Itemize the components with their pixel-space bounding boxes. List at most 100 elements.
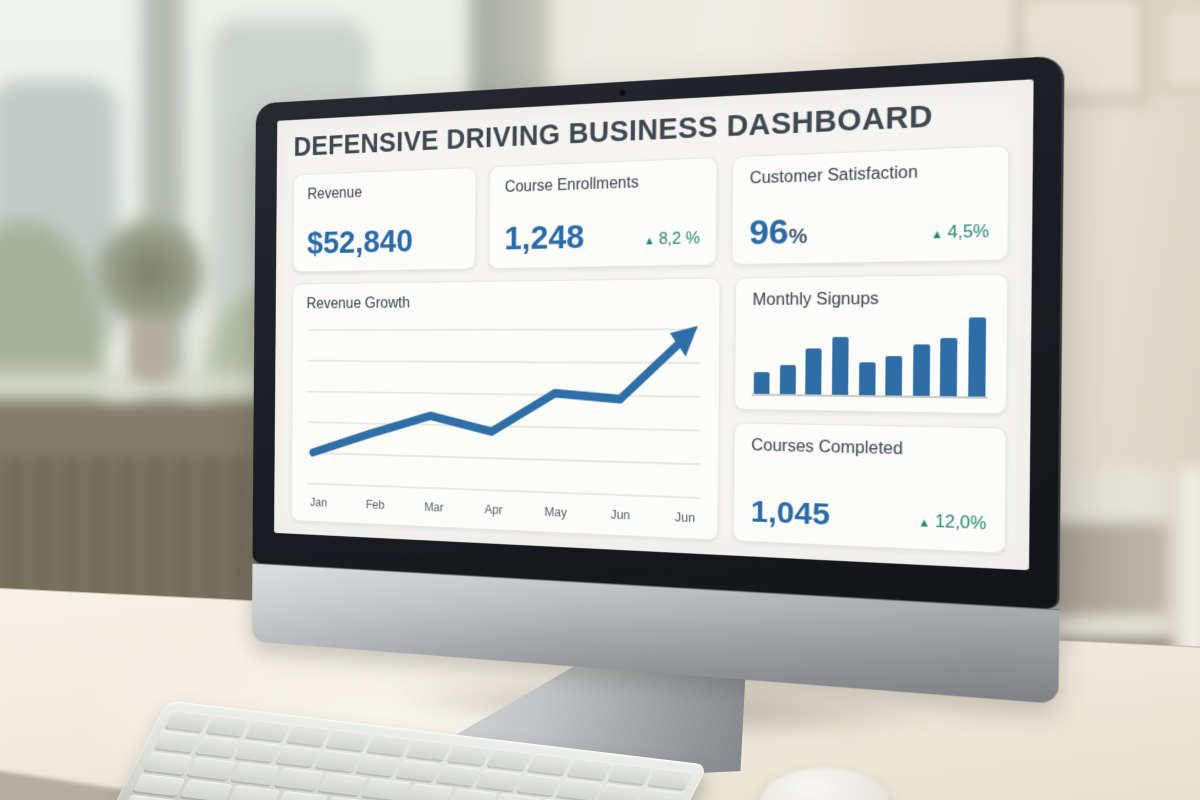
signup-bar: [885, 355, 903, 396]
keyboard-key: [318, 773, 367, 796]
delta-value: 4,5%: [947, 222, 990, 243]
keyboard-key: [228, 784, 281, 800]
keyboard-key: [436, 764, 482, 787]
shelf-recess: [1042, 523, 1168, 615]
month-label: Jun: [610, 507, 631, 523]
stats-row: Revenue $52,840 Course Enrollments 1,248…: [292, 144, 1010, 273]
month-label: Jun: [674, 510, 696, 526]
keyboard-key: [556, 779, 602, 800]
stat-label: Customer Satisfaction: [749, 163, 919, 188]
dashboard-screen: DEFENSIVE DRIVING BUSINESS DASHBOARD Rev…: [274, 79, 1034, 570]
month-label: Apr: [484, 502, 503, 517]
keyboard-key: [637, 788, 683, 800]
signup-bar: [858, 362, 876, 396]
revenue-growth-line-chart: [305, 317, 703, 509]
stat-card-revenue: Revenue $52,840: [292, 166, 477, 273]
keyboard-key: [133, 773, 186, 796]
webcam-dot: [619, 89, 626, 97]
keyboard-key: [647, 767, 693, 790]
keyboard-key: [361, 778, 411, 800]
signup-bar: [912, 344, 930, 397]
delta-value: 8,2 %: [658, 230, 700, 249]
signup-bar: [831, 336, 849, 395]
month-label: May: [544, 505, 568, 520]
signup-bar: [805, 347, 822, 395]
month-label: Feb: [365, 497, 385, 512]
keyboard-key: [446, 743, 492, 766]
keyboard-key: [492, 793, 541, 800]
keyboard-key: [164, 710, 210, 732]
keyboard-key: [143, 752, 193, 775]
keyboard-key: [315, 750, 361, 772]
chart-gridlines: [307, 329, 701, 498]
keyboard-key: [355, 755, 401, 777]
keyboard-key: [245, 719, 291, 742]
stat-value: 96%: [748, 212, 808, 253]
vase: [128, 318, 174, 382]
trend-up-icon: ▲: [643, 235, 655, 248]
stat-delta: ▲ 4,5%: [931, 223, 990, 247]
revenue-trend-line: [313, 335, 688, 463]
signup-bar: [753, 371, 770, 394]
chart-title: Monthly Signups: [752, 290, 879, 310]
revenue-growth-card: Revenue Growth J: [291, 278, 721, 541]
keyboard-key: [275, 745, 321, 768]
stat-label: Course Enrollments: [504, 174, 639, 196]
keyboard-key: [234, 740, 280, 763]
signups-bar-chart: [751, 317, 989, 399]
monitor: DEFENSIVE DRIVING BUSINESS DASHBOARD Rev…: [252, 55, 1065, 704]
month-label: Mar: [424, 500, 444, 515]
keyboard-key: [607, 762, 653, 785]
keyboard-key: [154, 731, 200, 753]
monthly-signups-card: Monthly Signups: [733, 273, 1009, 415]
plant-foliage: [88, 212, 212, 334]
keyboard-key: [275, 790, 329, 800]
trend-up-icon: ▲: [930, 228, 944, 242]
stat-value: 1,248: [504, 217, 585, 258]
keyboard-key: [325, 729, 371, 751]
trend-up-icon: ▲: [918, 516, 931, 530]
stat-label: Revenue: [307, 184, 363, 203]
keyboard-key: [516, 774, 562, 796]
stat-card-satisfaction: Customer Satisfaction 96% ▲ 4,5%: [731, 144, 1010, 266]
keyboard-key: [366, 734, 412, 756]
keyboard-key: [527, 753, 573, 775]
stat-value-number: 96: [748, 212, 789, 253]
signup-bar: [779, 364, 796, 395]
month-label: Jan: [310, 495, 328, 510]
delta-value: 12,0%: [934, 513, 987, 534]
stat-value: 1,045: [750, 494, 831, 533]
stat-value: $52,840: [306, 222, 414, 262]
keyboard-key: [187, 757, 236, 780]
keyboard-key: [285, 724, 331, 747]
line-chart-area: Jan Feb Mar Apr May Jun Jun: [305, 317, 703, 526]
stat-label: Courses Completed: [751, 437, 903, 459]
keyboard-key: [476, 769, 522, 792]
keyboard-key: [486, 748, 532, 771]
stat-delta: ▲ 12,0%: [918, 512, 987, 537]
plant-in-vase: [88, 212, 212, 387]
keyboard-key: [274, 767, 323, 790]
courses-completed-card: Courses Completed 1,045 ▲ 12,0%: [732, 422, 1008, 554]
percent-suffix: %: [788, 225, 808, 249]
keyboard-key: [406, 738, 452, 761]
main-row: Revenue Growth J: [291, 274, 1009, 554]
keyboard-key: [194, 735, 240, 758]
chart-title: Revenue Growth: [306, 295, 410, 313]
stat-delta: ▲ 8,2 %: [644, 230, 700, 252]
signup-bar: [940, 338, 958, 397]
right-column: Monthly Signups Courses Completed 1,045 …: [732, 273, 1009, 554]
keyboard-key: [567, 758, 613, 780]
keyboard-key: [597, 783, 643, 800]
keyboard-key: [180, 779, 233, 800]
keyboard-key: [230, 762, 280, 785]
keyboard-key: [395, 759, 441, 782]
keyboard-key: [405, 783, 454, 800]
stat-card-enrollments: Course Enrollments 1,248 ▲ 8,2 %: [488, 156, 718, 270]
keyboard-key: [448, 788, 498, 800]
monitor-bezel: DEFENSIVE DRIVING BUSINESS DASHBOARD Rev…: [252, 55, 1064, 609]
picture-frame: [1158, 0, 1200, 94]
signup-bar: [968, 317, 987, 397]
keyboard-key: [205, 714, 251, 737]
